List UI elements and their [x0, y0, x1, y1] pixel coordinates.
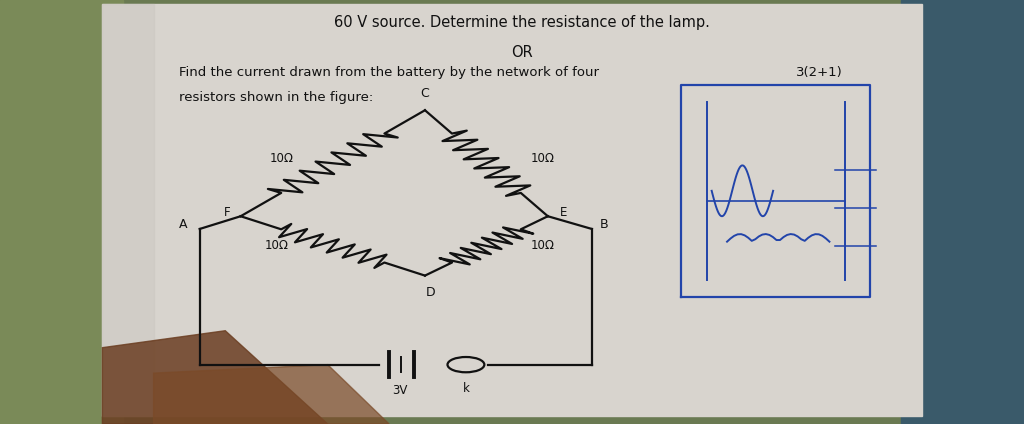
Text: 10Ω: 10Ω [530, 240, 555, 252]
Text: 10Ω: 10Ω [264, 240, 289, 252]
Polygon shape [102, 4, 922, 416]
Text: E: E [560, 206, 567, 218]
Text: k: k [463, 382, 469, 396]
Text: OR: OR [511, 45, 534, 59]
Polygon shape [154, 365, 389, 424]
Text: 10Ω: 10Ω [530, 153, 555, 165]
Polygon shape [102, 4, 154, 416]
Text: C: C [421, 86, 429, 100]
Text: F: F [224, 206, 230, 218]
Text: 3(2+1): 3(2+1) [796, 66, 843, 79]
Text: 10Ω: 10Ω [269, 153, 294, 165]
Text: B: B [600, 218, 608, 231]
Polygon shape [0, 0, 123, 424]
Text: resistors shown in the figure:: resistors shown in the figure: [179, 91, 374, 104]
Text: A: A [179, 218, 187, 231]
Text: Find the current drawn from the battery by the network of four: Find the current drawn from the battery … [179, 66, 599, 79]
Text: D: D [425, 286, 435, 299]
Polygon shape [901, 0, 1024, 424]
Polygon shape [102, 331, 328, 424]
Text: 3V: 3V [391, 384, 408, 397]
Text: 60 V source. Determine the resistance of the lamp.: 60 V source. Determine the resistance of… [334, 15, 711, 30]
